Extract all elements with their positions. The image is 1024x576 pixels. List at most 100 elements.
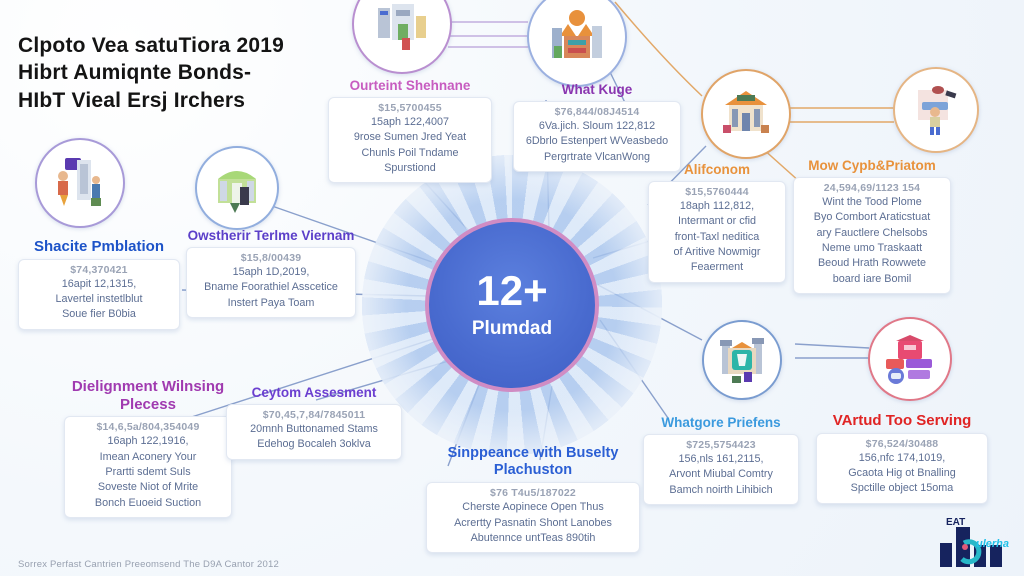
node-line: Bname Foorathiel Asscetice — [204, 281, 338, 294]
node-line: front-Taxl neditica — [674, 230, 760, 243]
node-subtitle: $70,45,7,84/7845011 — [262, 408, 366, 421]
node-line: Soveste Niot of Mrite — [97, 481, 199, 494]
node-alifconom: Alifconom $15,5760444 18aph 112,812, Int… — [648, 162, 786, 283]
page-title-line: Clpoto Vea satuTiora 2019 — [18, 34, 285, 57]
node-subtitle: $15,5700455 — [378, 101, 442, 114]
node-ceytom-assesment: Ceytom Assesment $70,45,7,84/7845011 20m… — [226, 385, 402, 460]
node-card: $76,844/08J4514 6Va.jich. Sloum 122,812 … — [513, 100, 681, 172]
node-title: Mow Cypb&Priatom — [808, 158, 936, 173]
node-card: $15,8/00439 15aph 1D,2019, Bname Foorath… — [186, 246, 356, 318]
central-hub: 12+ Plumdad — [425, 218, 599, 392]
node-subtitle: $14,6,5a/804,354049 — [96, 421, 200, 434]
node-line: 156,nfc 174,1019, — [858, 451, 946, 464]
node-title: Shacite Pmblation — [33, 238, 165, 255]
node-line: 20mnh Buttonamed Stams — [250, 422, 378, 435]
node-line: board iare Bomil — [832, 272, 912, 285]
node-sinppeance-with-buselty-plachuston: Sinppeance with Buselty Plachuston $76 T… — [426, 445, 640, 554]
node-card: $15,5760444 18aph 112,812, Intermant or … — [648, 180, 786, 283]
node-card: $76 T4u5/187022 Cherste Aopinece Open Th… — [426, 482, 640, 554]
brand-logo-brand-text: ulerha — [976, 538, 1009, 550]
node-mow-cypb-priatom: Mow Cypb&Priatom 24,594,69/1123 154 Wint… — [793, 158, 951, 294]
node-line: Feaerment — [690, 261, 744, 274]
node-card: $70,45,7,84/7845011 20mnh Buttonamed Sta… — [226, 403, 402, 460]
hub-label: Plumdad — [471, 318, 553, 339]
node-line: 16aph 122,1916, — [107, 435, 189, 448]
node-card: $76,524/30488 156,nfc 174,1019, Gcaota H… — [816, 432, 988, 504]
node-line: 156,nls 161,2115, — [678, 452, 764, 465]
node-line: Bonch Euoeid Suction — [94, 496, 202, 509]
node-subtitle: $15,5760444 — [685, 185, 749, 198]
page-title-line: HIbT Vieal Ersj Irchers — [18, 88, 246, 112]
community-icon — [35, 138, 125, 228]
node-line: Edehog Bocaleh 3oklva — [257, 438, 371, 451]
node-subtitle: $76,524/30488 — [865, 437, 939, 450]
community-icon-art — [58, 158, 101, 206]
node-line: Byo Combort Araticstuat — [813, 211, 931, 224]
node-line: Neme umo Traskaatt — [821, 241, 923, 254]
pink-market-icon — [868, 317, 952, 401]
node-subtitle: $76,844/08J4514 — [554, 105, 640, 118]
worker-icon — [893, 67, 979, 153]
brand-logo: EAT ulerha — [934, 509, 1020, 576]
node-card: $74,370421 16apit 12,1315, Lavertel inst… — [18, 258, 180, 330]
teal-city-icon — [702, 320, 782, 400]
node-line: Arvont Miubal Comtry — [669, 468, 773, 481]
node-line: Wint the Tood Plome — [822, 195, 922, 208]
node-line: Bamch noirth Lihibich — [669, 483, 773, 496]
page-title: Clpoto Vea satuTiora 2019 Hibrt Aumiqnte… — [18, 32, 284, 114]
node-vartud-too-serving: VArtud Too Serving $76,524/30488 156,nfc… — [816, 412, 988, 504]
node-line: Pergrtrate VlcanWong — [543, 150, 651, 163]
node-line: Intermant or cfid — [677, 215, 756, 228]
node-line: 15aph 1D,2019, — [232, 265, 310, 278]
node-line: Instert Paya Toam — [227, 296, 315, 309]
node-title: What Kuge — [561, 82, 633, 97]
node-line: of Aritive Nowmigr — [673, 245, 761, 258]
node-line: Soue fier B0bia — [62, 308, 136, 321]
node-line: Abutennce untTeas 890tih — [470, 531, 596, 544]
node-title: Owstherir Terlme Viernam — [187, 228, 355, 243]
node-subtitle: $725,5754423 — [686, 438, 756, 451]
factory-icon-art — [378, 4, 426, 50]
node-line: 6Dbrlo Estenpert WVeasbedo — [525, 135, 669, 148]
node-line: Spctille object 15oma — [850, 482, 954, 495]
node-line: 18aph 112,812, — [679, 199, 755, 212]
node-line: 9rose Sumen Jred Yeat — [353, 131, 467, 144]
node-card: $14,6,5a/804,354049 16aph 122,1916, Imea… — [64, 416, 232, 519]
brand-logo-art: EAT ulerha — [940, 517, 1009, 567]
node-line: ary Fauctlere Chelsobs — [816, 226, 928, 239]
pink-market-icon-art — [886, 335, 932, 384]
node-title: Whatgore Priefens — [661, 415, 781, 430]
node-line: Acrertty Pasnatin Shont Lanobes — [454, 516, 612, 529]
worker-icon-art — [918, 86, 957, 135]
footer-source-text: Sorrex Perfast Cantrien Preeomsend The D… — [18, 559, 279, 570]
node-title: Ceytom Assesment — [251, 385, 377, 400]
pagoda-icon-art — [723, 91, 769, 133]
node-title: Dielignment Wilnsing Plecess — [71, 378, 225, 413]
node-title: VArtud Too Serving — [832, 412, 972, 429]
node-card: $15,5700455 15aph 122,4007 9rose Sumen J… — [328, 96, 492, 184]
green-temple-icon-art — [218, 171, 256, 213]
brand-logo-top-text: EAT — [946, 517, 965, 528]
node-line: 16apit 12,1315, — [61, 277, 137, 290]
node-card: 24,594,69/1123 154 Wint the Tood Plome B… — [793, 176, 951, 294]
node-title: Sinppeance with Buselty Plachuston — [447, 445, 619, 479]
pagoda-icon — [701, 69, 791, 159]
node-line: Lavertel instetlblut — [55, 293, 143, 306]
node-owstherir-terlme-viernam: Owstherir Terlme Viernam $15,8/00439 15a… — [186, 228, 356, 318]
teal-city-icon-art — [720, 338, 764, 383]
node-card: $725,5754423 156,nls 161,2115, Arvont Mi… — [643, 433, 799, 505]
green-temple-icon — [195, 146, 279, 230]
node-line: Prartti sdemt Suls — [105, 466, 191, 479]
node-line: 15aph 122,4007 — [370, 115, 450, 128]
node-subtitle: $76 T4u5/187022 — [490, 487, 576, 500]
node-subtitle: $15,8/00439 — [240, 251, 302, 264]
node-ourteint-shehnane: Ourteint Shehnane $15,5700455 15aph 122,… — [328, 78, 492, 184]
node-title: Ourteint Shehnane — [349, 78, 471, 93]
node-line: Chunls Poil Tndame Spurstiond — [361, 146, 459, 174]
node-subtitle: $74,370421 — [70, 263, 128, 276]
node-line: 6Va.jich. Sloum 122,812 — [538, 119, 656, 132]
node-line: Gcaota Hig ot Bnalling — [848, 467, 956, 480]
city-skyline-icon-art — [552, 10, 602, 58]
city-skyline-icon — [527, 0, 627, 87]
